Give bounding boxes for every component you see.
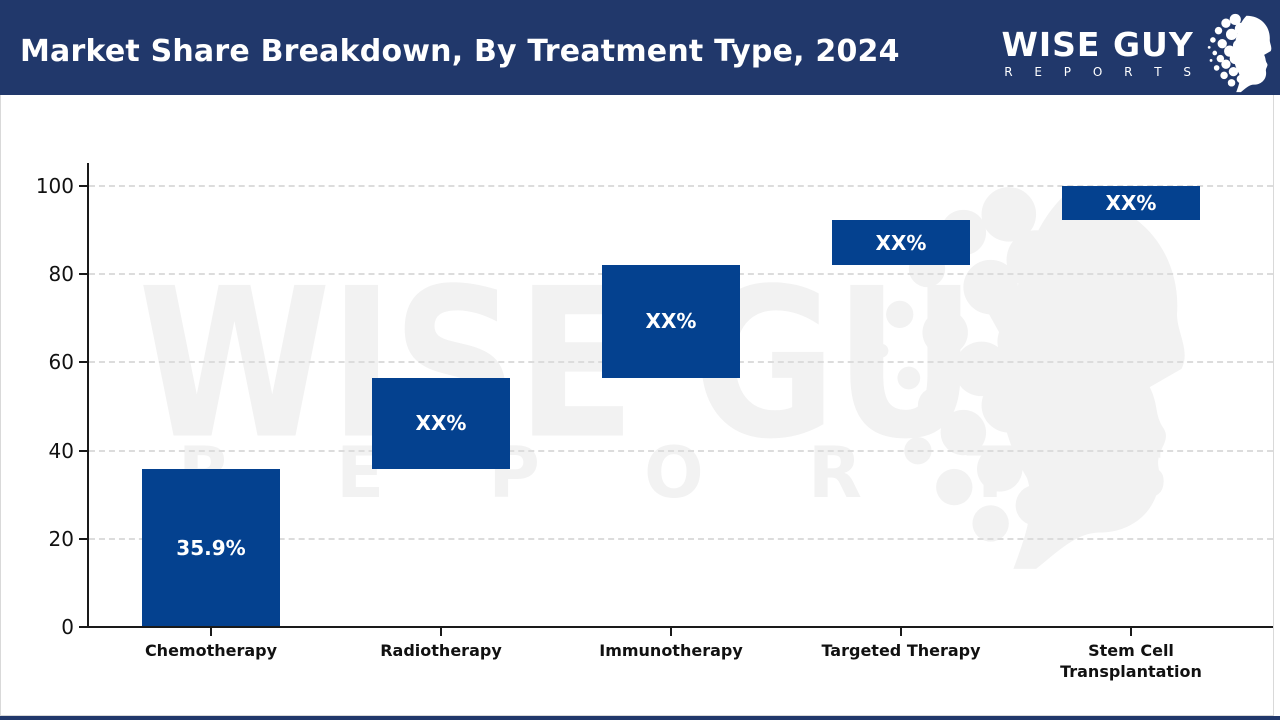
y-tick-label: 60: [48, 350, 74, 375]
y-tick-label: 20: [48, 526, 74, 551]
bar-segment: [372, 377, 510, 469]
bar-value-label: XX%: [875, 230, 927, 255]
bar-segment: [1062, 186, 1200, 221]
brand-name: WISE GUY: [1001, 25, 1194, 65]
y-axis-tick: [79, 626, 87, 628]
x-axis-tick: [440, 628, 442, 636]
brand-logo-text: WISE GUY R E P O R T S: [995, 25, 1200, 79]
footer-band: [0, 716, 1280, 720]
grid-line: [89, 537, 1273, 540]
bar-value-label: XX%: [415, 411, 467, 436]
y-tick-label: 40: [48, 438, 74, 463]
y-axis-tick: [79, 361, 87, 364]
y-axis-tick: [79, 273, 87, 276]
bar-value-label: XX%: [645, 309, 697, 334]
y-axis-tick: [79, 185, 87, 187]
bar-value-label: 35.9%: [176, 535, 246, 560]
x-axis-tick: [210, 628, 212, 636]
x-category-label: Targeted Therapy: [821, 641, 981, 660]
bar-segment: [602, 264, 740, 378]
brand-subtitle: R E P O R T S: [1004, 64, 1200, 79]
bar-segment: [832, 220, 970, 265]
x-category-label: Chemotherapy: [144, 641, 278, 660]
y-tick-label: 100: [35, 174, 74, 198]
y-tick-label: 0: [61, 615, 74, 639]
x-axis-tick: [670, 628, 672, 636]
y-tick-label: 80: [48, 262, 74, 287]
bar-segment: [142, 468, 280, 627]
bar-value-label: XX%: [1105, 191, 1157, 216]
x-category-label: Stem Cell Transplantation: [1060, 641, 1202, 682]
y-axis-line: [87, 163, 89, 628]
x-axis-tick: [900, 628, 902, 636]
y-axis-tick: [79, 537, 87, 540]
page-title: Market Share Breakdown, By Treatment Typ…: [20, 34, 900, 69]
header-band: Market Share Breakdown, By Treatment Typ…: [0, 0, 1280, 95]
head-profile-icon: [1207, 13, 1272, 93]
x-category-label: Immunotherapy: [599, 641, 743, 660]
x-axis-tick: [1130, 628, 1132, 636]
y-axis-tick: [79, 449, 87, 452]
x-axis-line: [87, 626, 1273, 628]
grid-line: [89, 449, 1273, 452]
x-category-label: Radiotherapy: [380, 641, 502, 660]
brand-logo: WISE GUY R E P O R T S: [995, 12, 1274, 94]
grid-line: [89, 185, 1273, 187]
